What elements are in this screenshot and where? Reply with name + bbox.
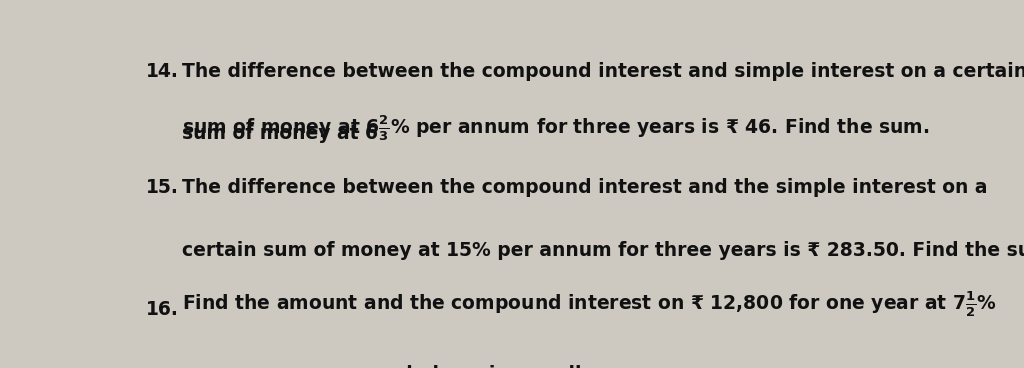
Text: sum of money at 6: sum of money at 6 — [182, 124, 378, 144]
Text: per annum compounded semi-annually.: per annum compounded semi-annually. — [182, 365, 599, 368]
Text: certain sum of money at 15% per annum for three years is ₹ 283.50. Find the sum.: certain sum of money at 15% per annum fo… — [182, 241, 1024, 259]
Text: Find the amount and the compound interest on ₹ 12,800 for one year at 7$\mathbf{: Find the amount and the compound interes… — [182, 290, 997, 319]
Text: 14.: 14. — [145, 62, 178, 81]
Text: The difference between the compound interest and the simple interest on a: The difference between the compound inte… — [182, 178, 987, 197]
Text: 16.: 16. — [145, 300, 178, 319]
Text: 15.: 15. — [145, 178, 178, 197]
Text: The difference between the compound interest and simple interest on a certain: The difference between the compound inte… — [182, 62, 1024, 81]
Text: sum of money at 6$\mathbf{\frac{2}{3}}$% per annum for three years is ₹ 46. Find: sum of money at 6$\mathbf{\frac{2}{3}}$%… — [182, 114, 930, 144]
